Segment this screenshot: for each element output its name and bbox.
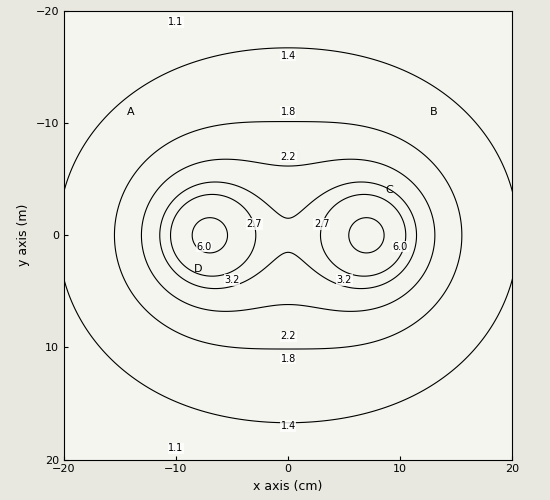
Text: 6.0: 6.0 xyxy=(393,242,408,252)
Text: C: C xyxy=(385,186,393,196)
Text: 2.2: 2.2 xyxy=(280,152,296,162)
Text: D: D xyxy=(194,264,202,274)
X-axis label: x axis (cm): x axis (cm) xyxy=(254,480,323,493)
Y-axis label: y axis (m): y axis (m) xyxy=(17,204,30,266)
Text: 2.7: 2.7 xyxy=(247,219,262,229)
Text: 6.0: 6.0 xyxy=(196,242,212,252)
Text: 1.8: 1.8 xyxy=(280,354,296,364)
Text: 1.8: 1.8 xyxy=(280,107,296,117)
Text: B: B xyxy=(430,107,438,117)
Text: 1.1: 1.1 xyxy=(168,444,184,454)
Text: 1.4: 1.4 xyxy=(280,51,296,61)
Text: 3.2: 3.2 xyxy=(224,275,240,285)
Text: 1.4: 1.4 xyxy=(280,421,296,431)
Text: 2.2: 2.2 xyxy=(280,331,296,341)
Text: 1.1: 1.1 xyxy=(168,17,184,27)
Text: 2.7: 2.7 xyxy=(314,219,329,229)
Text: A: A xyxy=(127,107,135,117)
Text: 3.2: 3.2 xyxy=(337,275,352,285)
